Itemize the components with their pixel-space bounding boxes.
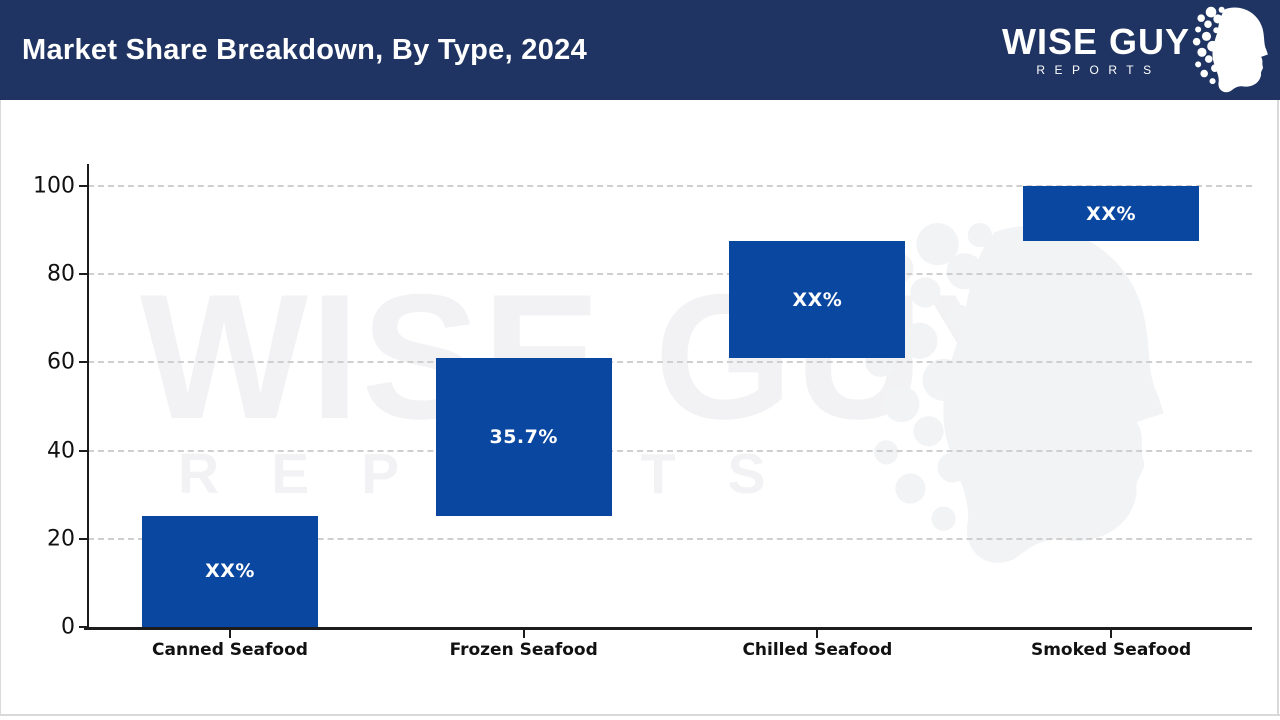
x-axis-category-label: Smoked Seafood xyxy=(1030,640,1192,660)
bar-frozen-seafood: 35.7% xyxy=(435,358,612,516)
brand-subtitle: REPORTS xyxy=(1036,63,1161,78)
y-axis-tick-label: 40 xyxy=(47,438,75,464)
x-axis-category-label: Canned Seafood xyxy=(152,640,308,660)
gridline-100 xyxy=(88,185,1252,187)
y-axis-tick-label: 0 xyxy=(61,614,75,640)
gridline-60 xyxy=(88,361,1252,364)
brand-head-icon xyxy=(1190,6,1270,94)
y-axis-line xyxy=(87,164,89,629)
y-axis-tick-label: 80 xyxy=(47,261,75,287)
gridline-40 xyxy=(88,449,1252,452)
y-axis-tick-label: 20 xyxy=(47,526,75,552)
canvas-border-left xyxy=(0,100,1,715)
bar-smoked-seafood: XX% xyxy=(1023,186,1200,242)
y-axis-tick xyxy=(79,273,87,276)
bar-value-label: XX% xyxy=(792,288,843,311)
brand-logo: WISE GUY REPORTS xyxy=(1002,4,1270,96)
bar-value-label: 35.7% xyxy=(489,426,558,449)
y-axis-tick xyxy=(79,537,87,540)
x-axis-tick xyxy=(816,630,819,638)
x-axis-category-label: Frozen Seafood xyxy=(449,640,598,660)
canvas-border-right xyxy=(1277,100,1279,715)
page-title: Market Share Breakdown, By Type, 2024 xyxy=(22,33,588,66)
y-axis-tick xyxy=(79,361,87,364)
y-axis-tick-label: 100 xyxy=(33,173,75,199)
canvas-border-bottom xyxy=(0,714,1280,716)
brand-name: WISE GUY xyxy=(1001,20,1190,62)
gridline-80 xyxy=(88,273,1252,276)
bar-value-label: XX% xyxy=(205,560,255,583)
bar-value-label: XX% xyxy=(1086,202,1137,225)
header-bar: Market Share Breakdown, By Type, 2024 WI… xyxy=(0,0,1280,100)
x-axis-category-label: Chilled Seafood xyxy=(742,640,893,660)
y-axis-tick xyxy=(79,449,87,452)
bar-chilled-seafood: XX% xyxy=(729,241,906,359)
gridline-20 xyxy=(88,537,1252,540)
x-axis-line xyxy=(84,627,1252,630)
x-axis-tick xyxy=(522,630,525,638)
bar-canned-seafood: XX% xyxy=(142,515,318,627)
x-axis-tick xyxy=(229,630,231,638)
y-axis-tick xyxy=(79,185,87,187)
y-axis-tick-label: 60 xyxy=(47,349,75,375)
y-axis-tick xyxy=(79,626,87,628)
brand-logo-text: WISE GUY REPORTS xyxy=(1001,20,1190,78)
x-axis-tick xyxy=(1110,630,1113,638)
